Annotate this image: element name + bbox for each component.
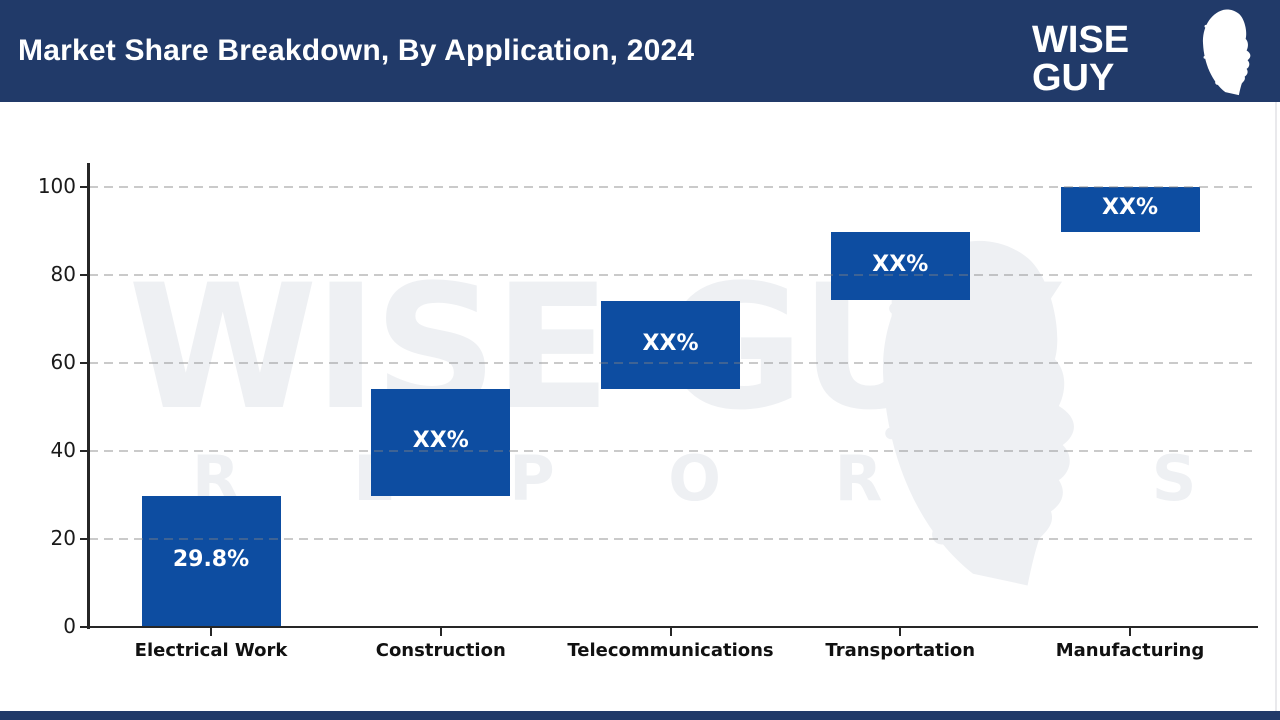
y-tick-label: 80 — [50, 261, 76, 286]
brand-logo: WISE GUY R E P O R T S — [1032, 0, 1272, 132]
x-category-label-manufacturing: Manufacturing — [1055, 640, 1205, 661]
x-axis — [87, 625, 1258, 628]
bar-value-label: XX% — [872, 251, 929, 277]
brand-subtitle: R E P O R T S — [1035, 100, 1167, 132]
bar-value-label: XX% — [642, 331, 699, 357]
bar-construction — [371, 389, 511, 496]
y-axis — [87, 163, 90, 629]
bar-value-label: XX% — [412, 428, 469, 454]
page-title: Market Share Breakdown, By Application, … — [18, 34, 695, 67]
brand-logo-text: WISE GUY R E P O R T S — [1032, 21, 1202, 132]
bar-manufacturing — [1060, 187, 1200, 232]
x-category-label-electrical-work: Electrical Work — [134, 640, 288, 661]
right-hairline — [1275, 102, 1277, 711]
x-category-label-transportation: Transportation — [825, 640, 976, 661]
gridline-80 — [89, 273, 1252, 276]
y-tick-label: 20 — [50, 525, 76, 550]
y-tick-label: 40 — [50, 437, 76, 462]
x-tick — [1129, 628, 1131, 636]
brand-name: WISE GUY — [1032, 19, 1130, 99]
bar-telecommunications — [601, 301, 740, 390]
gridline-40 — [89, 449, 1252, 452]
gridline-20 — [89, 537, 1252, 540]
x-tick — [899, 628, 902, 636]
bar-value-label: 29.8% — [172, 547, 250, 572]
y-tick — [80, 625, 88, 628]
x-category-label-construction: Construction — [375, 640, 506, 661]
header: Market Share Breakdown, By Application, … — [0, 0, 1280, 132]
x-tick — [210, 628, 212, 636]
y-tick-label: 0 — [63, 613, 76, 638]
gridline-60 — [89, 361, 1252, 364]
y-tick-label: 100 — [37, 174, 76, 198]
x-category-label-telecommunications: Telecommunications — [567, 640, 774, 661]
footer-bar — [0, 711, 1280, 720]
y-tick — [80, 186, 88, 188]
brand-face-icon — [1202, 9, 1251, 96]
gridline-100 — [89, 186, 1252, 188]
y-tick — [80, 273, 88, 276]
bar-electrical-work — [141, 495, 281, 627]
x-tick — [439, 628, 442, 636]
y-tick — [80, 537, 88, 540]
y-tick-label: 60 — [50, 349, 76, 374]
x-tick — [669, 628, 672, 636]
y-tick — [80, 449, 88, 452]
bar-value-label: XX% — [1102, 195, 1158, 221]
y-tick — [80, 361, 88, 364]
